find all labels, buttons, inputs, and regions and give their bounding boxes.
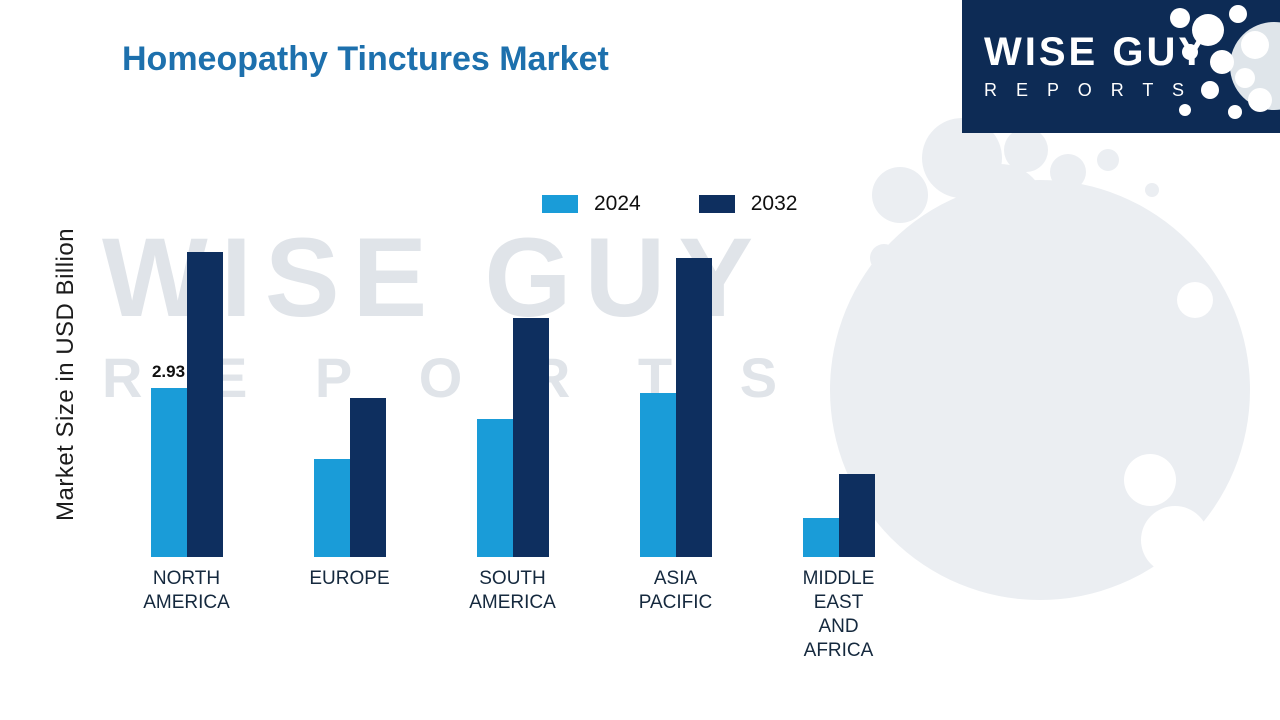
bar-2024-south-america bbox=[476, 419, 513, 557]
bar-pair-north-america: 2.93 bbox=[150, 247, 223, 557]
logo-head-icon bbox=[1170, 5, 1280, 119]
legend-item-2024: 2024 bbox=[542, 192, 641, 216]
bar-group-asia-pacific: ASIA PACIFIC bbox=[639, 247, 712, 613]
bar-2032-europe bbox=[349, 398, 386, 557]
bar-pair-middle-east-and-africa bbox=[802, 247, 875, 557]
category-label-middle-east-and-africa: MIDDLE EAST AND AFRICA bbox=[802, 568, 875, 661]
category-label-north-america: NORTH AMERICA bbox=[143, 568, 230, 613]
logo-text: WISE GUY R E P O R T S bbox=[984, 32, 1208, 101]
bar-chart: 2.93 NORTH AMERICA EUROPE SOUTH AMERICA ASIA PA… bbox=[105, 247, 920, 661]
bar-group-europe: EUROPE bbox=[309, 247, 390, 589]
bar-2032-middle-east-and-africa bbox=[838, 474, 875, 557]
bar-value-label-north-america: 2.93 bbox=[151, 362, 186, 381]
bar-group-south-america: SOUTH AMERICA bbox=[469, 247, 556, 613]
bar-2032-asia-pacific bbox=[675, 258, 712, 557]
legend-item-2032: 2032 bbox=[698, 192, 798, 216]
bar-2032-south-america bbox=[512, 318, 549, 557]
wiseguy-logo: WISE GUY R E P O R T S bbox=[962, 0, 1280, 133]
logo-wordmark: WISE GUY bbox=[984, 30, 1209, 74]
bar-group-middle-east-and-africa: MIDDLE EAST AND AFRICA bbox=[802, 247, 875, 661]
legend-swatch-2032 bbox=[698, 195, 735, 213]
legend-swatch-2024 bbox=[542, 195, 578, 213]
chart-legend: 2024 2032 bbox=[542, 192, 797, 216]
bar-2024-asia-pacific bbox=[639, 393, 676, 557]
bar-2032-north-america bbox=[186, 252, 223, 557]
bar-pair-south-america bbox=[476, 247, 549, 557]
bar-group-north-america: 2.93 NORTH AMERICA bbox=[143, 247, 230, 613]
category-label-south-america: SOUTH AMERICA bbox=[469, 568, 556, 613]
logo-subtitle: R E P O R T S bbox=[984, 80, 1192, 100]
bar-pair-asia-pacific bbox=[639, 247, 712, 557]
bar-2024-north-america: 2.93 bbox=[150, 362, 187, 557]
bar-2024-europe bbox=[313, 459, 350, 557]
y-axis-label: Market Size in USD Billion bbox=[52, 227, 79, 521]
category-label-europe: EUROPE bbox=[309, 568, 390, 589]
bar-2024-middle-east-and-africa bbox=[802, 518, 839, 557]
page-title: Homeopathy Tinctures Market bbox=[122, 40, 609, 78]
category-label-asia-pacific: ASIA PACIFIC bbox=[638, 568, 713, 613]
legend-label-2024: 2024 bbox=[594, 192, 641, 215]
legend-label-2032: 2032 bbox=[750, 192, 798, 215]
bar-pair-europe bbox=[313, 247, 386, 557]
